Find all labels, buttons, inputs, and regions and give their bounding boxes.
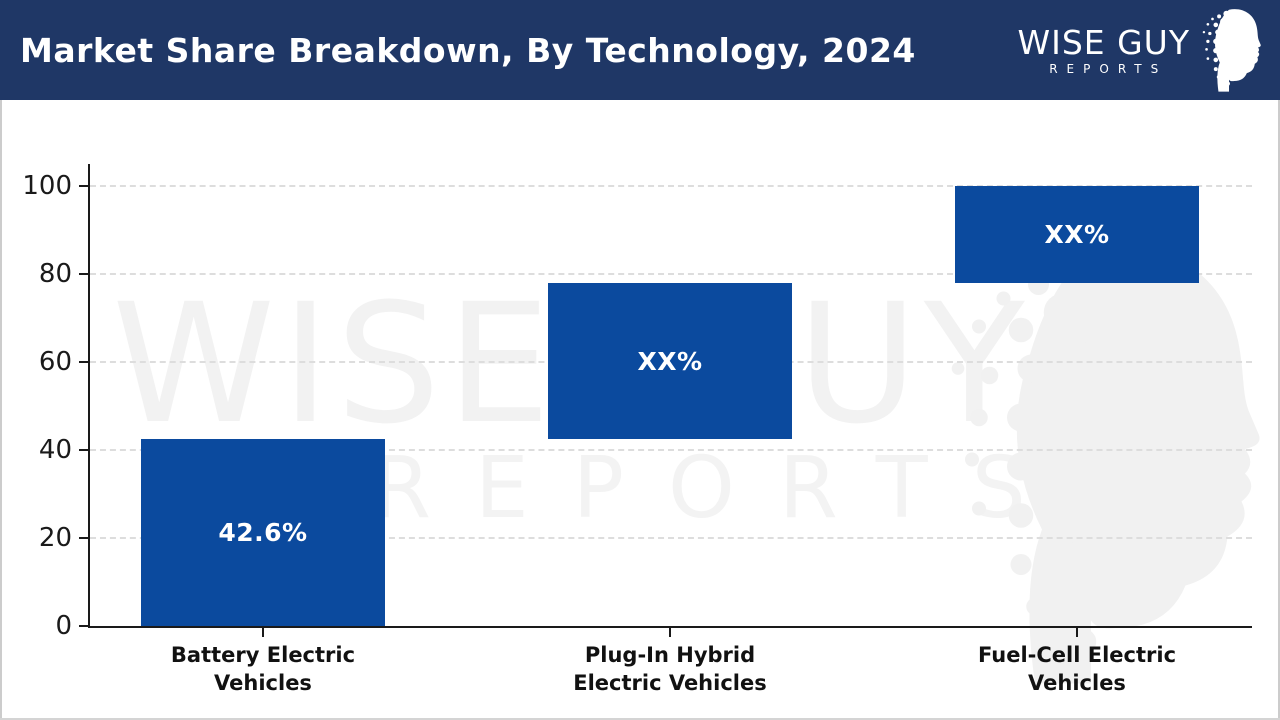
header-bar: Market Share Breakdown, By Technology, 2… (0, 0, 1280, 100)
bar-value-label-3: XX% (1044, 220, 1110, 249)
y-tick-mark-80 (79, 273, 88, 275)
category-label-1: Battery Electric Vehicles (170, 643, 356, 695)
bar-segment-1[interactable]: 42.6% (141, 439, 385, 626)
bar-value-label-1: 42.6% (218, 518, 308, 547)
chart-title: Market Share Breakdown, By Technology, 2… (20, 30, 916, 70)
page-border-left (0, 100, 2, 720)
y-axis-line (88, 164, 90, 628)
gridline-80 (90, 273, 1252, 275)
bar-value-label-2: XX% (637, 346, 703, 376)
y-tick-label-0: 0 (55, 611, 72, 641)
x-axis-line (88, 626, 1252, 628)
logo-text: WISE GUY REPORTS (1017, 26, 1190, 75)
category-label-2: Plug-In Hybrid Electric Vehicles (573, 643, 767, 695)
x-tick-mark-3 (1076, 628, 1078, 637)
y-tick-label-80: 80 (38, 259, 72, 289)
y-tick-label-20: 20 (38, 523, 72, 553)
brand-logo: WISE GUY REPORTS (1017, 7, 1262, 93)
chart-canvas: WISE GUY REPORTS 0 20 40 60 80 100 42.6% Batter… (0, 100, 1280, 720)
x-tick-mark-2 (669, 628, 671, 637)
category-label-3: Fuel-Cell Electric Vehicles (977, 643, 1177, 695)
y-tick-mark-100 (79, 185, 88, 187)
gridline-20 (90, 537, 1252, 539)
y-tick-mark-60 (79, 361, 88, 363)
plot-area: 0 20 40 60 80 100 42.6% Battery Electric Vehicl… (22, 164, 1252, 695)
bar-segment-2[interactable]: XX% (548, 283, 792, 439)
logo-face-icon (1202, 9, 1261, 92)
logo-wordmark: WISE GUY (1017, 22, 1190, 62)
y-tick-mark-40 (79, 449, 88, 451)
bar-segment-3[interactable]: XX% (955, 186, 1199, 283)
y-tick-label-40: 40 (38, 435, 72, 465)
y-tick-label-100: 100 (22, 171, 72, 201)
gridline-40 (90, 449, 1252, 451)
y-tick-label-60: 60 (38, 347, 72, 377)
gridline-100 (90, 185, 1252, 187)
page-border-bottom (0, 718, 1280, 720)
y-tick-mark-0 (79, 625, 88, 627)
logo-subtext: REPORTS (1049, 61, 1168, 76)
page-border-right (1278, 100, 1280, 720)
y-tick-mark-20 (79, 537, 88, 539)
x-tick-mark-1 (262, 628, 264, 637)
